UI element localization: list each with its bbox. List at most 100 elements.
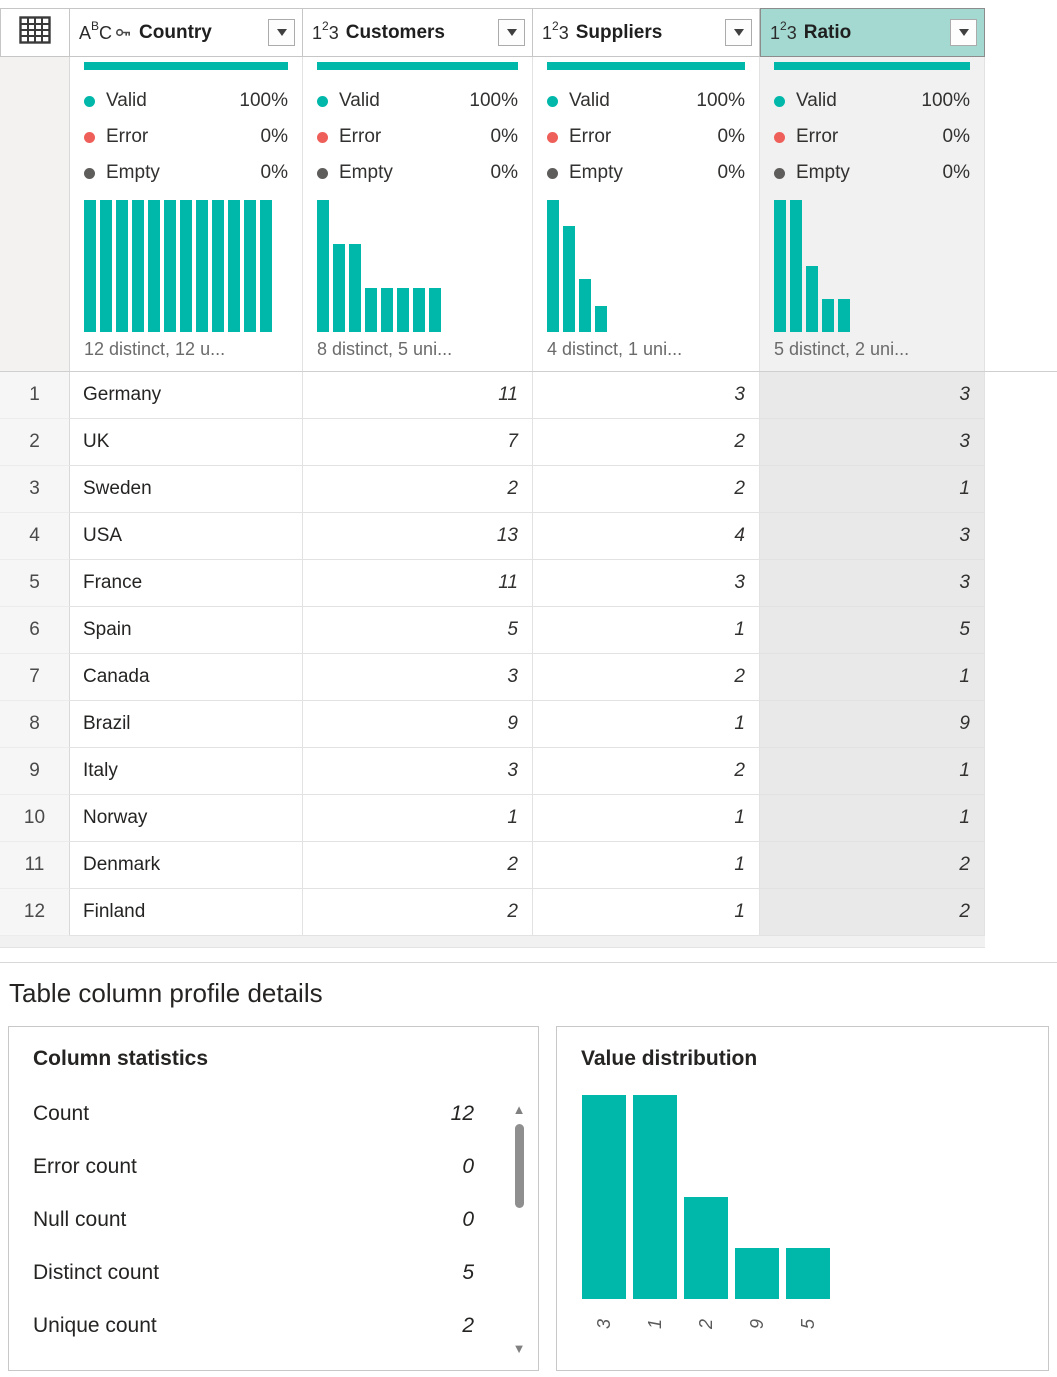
scrollbar-thumb[interactable] xyxy=(514,1124,524,1208)
column-profile-suppliers[interactable]: Valid 100% Error 0% Empty 0% 4 distinct, 1 uni… xyxy=(533,57,760,371)
row-number[interactable]: 6 xyxy=(0,607,70,654)
cell-country[interactable]: Italy xyxy=(70,748,303,795)
quality-empty-row: Empty 0% xyxy=(317,155,518,191)
stat-row: Unique count 2 xyxy=(33,1299,474,1352)
cell-country[interactable]: France xyxy=(70,560,303,607)
cell-country[interactable]: Brazil xyxy=(70,701,303,748)
scroll-up-icon[interactable]: ▲ xyxy=(512,1102,526,1117)
cell-customers[interactable]: 3 xyxy=(303,654,533,701)
cell-ratio[interactable]: 2 xyxy=(760,842,985,889)
distribution-bar[interactable] xyxy=(786,1248,830,1299)
cell-country[interactable]: Germany xyxy=(70,372,303,419)
cell-ratio[interactable]: 9 xyxy=(760,701,985,748)
cell-ratio[interactable]: 1 xyxy=(760,466,985,513)
cell-country[interactable]: Spain xyxy=(70,607,303,654)
horizontal-scrollbar-track[interactable] xyxy=(0,936,985,948)
distribution-bar[interactable] xyxy=(633,1095,677,1299)
cell-country[interactable]: Canada xyxy=(70,654,303,701)
cell-customers[interactable]: 9 xyxy=(303,701,533,748)
cell-suppliers[interactable]: 1 xyxy=(533,607,760,654)
cell-customers[interactable]: 2 xyxy=(303,842,533,889)
cell-country[interactable]: Sweden xyxy=(70,466,303,513)
column-header-country[interactable]: ABC Country xyxy=(70,8,303,57)
cell-ratio[interactable]: 3 xyxy=(760,560,985,607)
cell-customers[interactable]: 13 xyxy=(303,513,533,560)
cell-suppliers[interactable]: 1 xyxy=(533,701,760,748)
filter-dropdown-button[interactable] xyxy=(725,19,752,46)
cell-country[interactable]: Finland xyxy=(70,889,303,936)
row-number[interactable]: 7 xyxy=(0,654,70,701)
filter-dropdown-button[interactable] xyxy=(498,19,525,46)
cell-suppliers[interactable]: 2 xyxy=(533,654,760,701)
table-row: 7 Canada 3 2 1 xyxy=(0,654,1057,701)
filter-dropdown-button[interactable] xyxy=(950,19,977,46)
row-number[interactable]: 8 xyxy=(0,701,70,748)
cell-ratio[interactable]: 3 xyxy=(760,419,985,466)
column-header-suppliers[interactable]: 123 Suppliers xyxy=(533,8,760,57)
distribution-bar-group[interactable]: 2 xyxy=(684,1197,728,1343)
row-number[interactable]: 10 xyxy=(0,795,70,842)
distribution-bar-group[interactable]: 1 xyxy=(633,1095,677,1343)
column-header-ratio[interactable]: 123 Ratio xyxy=(760,8,985,57)
valid-dot-icon xyxy=(84,95,95,107)
quality-error-row: Error 0% xyxy=(317,119,518,155)
cell-ratio[interactable]: 3 xyxy=(760,513,985,560)
cell-ratio[interactable]: 1 xyxy=(760,748,985,795)
distribution-bar[interactable] xyxy=(735,1248,779,1299)
cell-suppliers[interactable]: 2 xyxy=(533,748,760,795)
cell-country[interactable]: Denmark xyxy=(70,842,303,889)
cell-country[interactable]: UK xyxy=(70,419,303,466)
cell-customers[interactable]: 5 xyxy=(303,607,533,654)
distribution-bar-group[interactable]: 3 xyxy=(582,1095,626,1343)
cell-customers[interactable]: 2 xyxy=(303,466,533,513)
cell-suppliers[interactable]: 3 xyxy=(533,372,760,419)
cell-customers[interactable]: 11 xyxy=(303,560,533,607)
histogram-bar xyxy=(180,200,192,332)
cell-ratio[interactable]: 5 xyxy=(760,607,985,654)
cell-customers[interactable]: 3 xyxy=(303,748,533,795)
row-number[interactable]: 11 xyxy=(0,842,70,889)
distribution-bar-group[interactable]: 9 xyxy=(735,1248,779,1343)
cell-customers[interactable]: 2 xyxy=(303,889,533,936)
cell-country[interactable]: USA xyxy=(70,513,303,560)
column-name-label: Country xyxy=(139,21,212,43)
cell-suppliers[interactable]: 1 xyxy=(533,795,760,842)
cell-customers[interactable]: 7 xyxy=(303,419,533,466)
row-number[interactable]: 3 xyxy=(0,466,70,513)
row-number[interactable]: 1 xyxy=(0,372,70,419)
row-number[interactable]: 2 xyxy=(0,419,70,466)
table-row: 10 Norway 1 1 1 xyxy=(0,795,1057,842)
column-profile-ratio[interactable]: Valid 100% Error 0% Empty 0% 5 distinct, 2 uni… xyxy=(760,57,985,371)
row-number[interactable]: 12 xyxy=(0,889,70,936)
distribution-bar[interactable] xyxy=(582,1095,626,1299)
cell-suppliers[interactable]: 1 xyxy=(533,842,760,889)
quality-empty-row: Empty 0% xyxy=(84,155,288,191)
cell-customers[interactable]: 1 xyxy=(303,795,533,842)
distribution-bar-group[interactable]: 5 xyxy=(786,1248,830,1343)
filter-dropdown-button[interactable] xyxy=(268,19,295,46)
row-number[interactable]: 4 xyxy=(0,513,70,560)
distribution-bar[interactable] xyxy=(684,1197,728,1299)
cell-customers[interactable]: 11 xyxy=(303,372,533,419)
cell-suppliers[interactable]: 2 xyxy=(533,419,760,466)
row-number[interactable]: 9 xyxy=(0,748,70,795)
cell-suppliers[interactable]: 1 xyxy=(533,889,760,936)
row-number[interactable]: 5 xyxy=(0,560,70,607)
cell-suppliers[interactable]: 4 xyxy=(533,513,760,560)
scroll-down-icon[interactable]: ▼ xyxy=(512,1341,526,1356)
cell-ratio[interactable]: 3 xyxy=(760,372,985,419)
cell-ratio[interactable]: 2 xyxy=(760,889,985,936)
quality-empty-row: Empty 0% xyxy=(547,155,745,191)
column-profile-customers[interactable]: Valid 100% Error 0% Empty 0% 8 distinct, 5 uni… xyxy=(303,57,533,371)
cell-ratio[interactable]: 1 xyxy=(760,654,985,701)
stats-scrollbar[interactable]: ▲ ▼ xyxy=(510,1103,528,1356)
cell-suppliers[interactable]: 2 xyxy=(533,466,760,513)
select-all-corner[interactable] xyxy=(0,8,70,57)
cell-ratio[interactable]: 1 xyxy=(760,795,985,842)
column-header-customers[interactable]: 123 Customers xyxy=(303,8,533,57)
quality-valid-value: 100% xyxy=(696,90,745,111)
details-pane-divider xyxy=(0,962,1057,963)
cell-country[interactable]: Norway xyxy=(70,795,303,842)
column-profile-country[interactable]: Valid 100% Error 0% Empty 0% 12 distinct, 12 u… xyxy=(70,57,303,371)
cell-suppliers[interactable]: 3 xyxy=(533,560,760,607)
